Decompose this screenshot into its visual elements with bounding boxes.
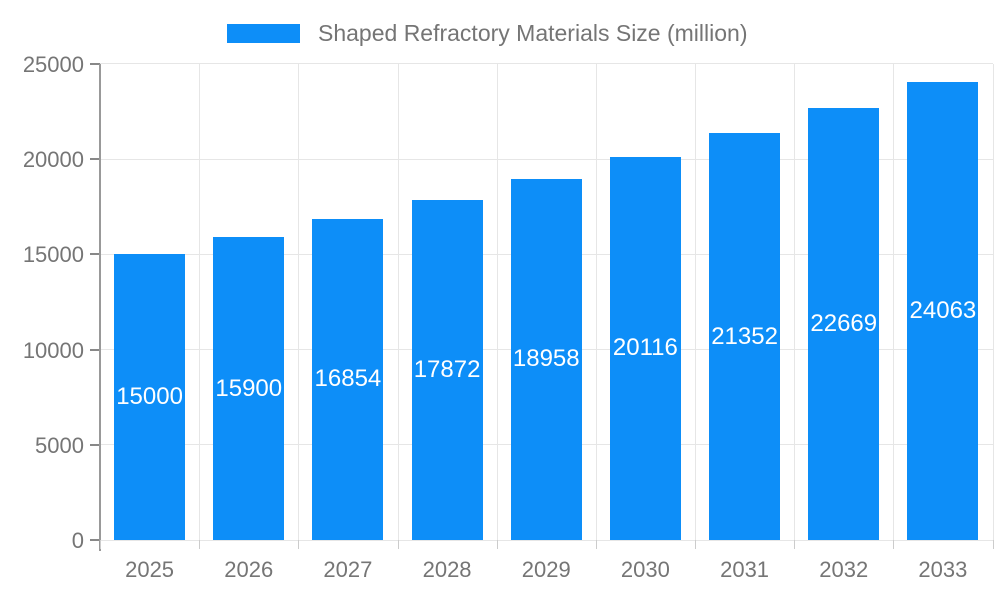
- gridline-vertical: [893, 63, 895, 540]
- bar-2028[interactable]: [411, 199, 483, 540]
- y-axis-tick: [90, 348, 100, 351]
- bar-value-label: 21352: [711, 322, 778, 350]
- y-axis-label: 25000: [22, 51, 84, 77]
- x-axis-label: 2028: [422, 557, 472, 582]
- x-axis-tick: [199, 540, 201, 549]
- gridline-horizontal: [100, 539, 993, 541]
- bar-2029[interactable]: [510, 178, 582, 540]
- bar-value-label: 22669: [810, 310, 878, 338]
- gridline-vertical: [298, 63, 300, 540]
- bar-value-label: 24063: [909, 296, 977, 324]
- y-axis-tick: [90, 443, 100, 446]
- y-axis-label: 10000: [22, 337, 84, 363]
- bar-2032[interactable]: [808, 108, 880, 540]
- x-axis-label: 2033: [918, 557, 968, 582]
- x-axis-tick: [298, 540, 300, 549]
- gridline-vertical: [397, 63, 399, 540]
- x-axis-tick: [893, 540, 895, 549]
- y-axis-line: [99, 63, 101, 551]
- x-axis-label: 2027: [323, 557, 373, 582]
- x-axis-tick: [496, 540, 498, 549]
- gridline-vertical: [595, 63, 597, 540]
- chart-legend: Shaped Refractory Materials Size (millio…: [227, 20, 748, 47]
- bar-2025[interactable]: [114, 254, 186, 540]
- x-axis-label: 2031: [720, 557, 770, 582]
- bar-value-label: 16854: [314, 365, 382, 393]
- bar-2027[interactable]: [312, 218, 384, 540]
- x-axis-tick: [595, 540, 597, 549]
- legend-label: Shaped Refractory Materials Size (millio…: [318, 20, 748, 46]
- y-axis-label: 5000: [35, 432, 84, 458]
- x-axis-tick: [695, 540, 696, 549]
- y-axis-tick: [90, 539, 100, 541]
- bar-value-label: 17872: [413, 355, 481, 383]
- bar-value-label: 20116: [612, 334, 678, 362]
- y-axis-label: 0: [71, 528, 84, 553]
- gridline-vertical: [496, 63, 498, 540]
- x-axis-tick: [397, 540, 399, 549]
- x-axis-label: 2032: [819, 557, 869, 582]
- gridline-vertical: [695, 63, 696, 540]
- bar-2033[interactable]: [907, 81, 979, 540]
- x-axis-label: 2025: [125, 557, 175, 582]
- bar-value-label: 15900: [215, 374, 283, 402]
- gridline-horizontal: [100, 63, 993, 65]
- x-axis-label: 2026: [224, 557, 274, 582]
- y-axis-label: 15000: [22, 242, 84, 268]
- x-axis-tick: [992, 540, 994, 549]
- y-axis-tick: [90, 253, 100, 256]
- bar-value-label: 18958: [512, 345, 580, 373]
- x-axis-label: 2030: [620, 557, 670, 582]
- x-axis-label: 2029: [521, 557, 571, 582]
- bar-2031[interactable]: [709, 133, 781, 540]
- x-axis-tick: [100, 540, 101, 549]
- y-axis-tick: [90, 158, 100, 160]
- gridline-horizontal: [100, 158, 993, 160]
- gridline-vertical: [199, 63, 201, 540]
- y-axis-label: 20000: [22, 147, 84, 172]
- bar-2030[interactable]: [609, 156, 681, 540]
- x-axis-tick: [794, 540, 796, 549]
- y-axis-tick: [90, 62, 100, 65]
- bar-2026[interactable]: [213, 237, 285, 540]
- gridline-vertical: [794, 63, 796, 540]
- gridline-vertical: [992, 63, 994, 540]
- legend-swatch: [227, 24, 300, 43]
- bar-value-label: 15000: [116, 383, 183, 411]
